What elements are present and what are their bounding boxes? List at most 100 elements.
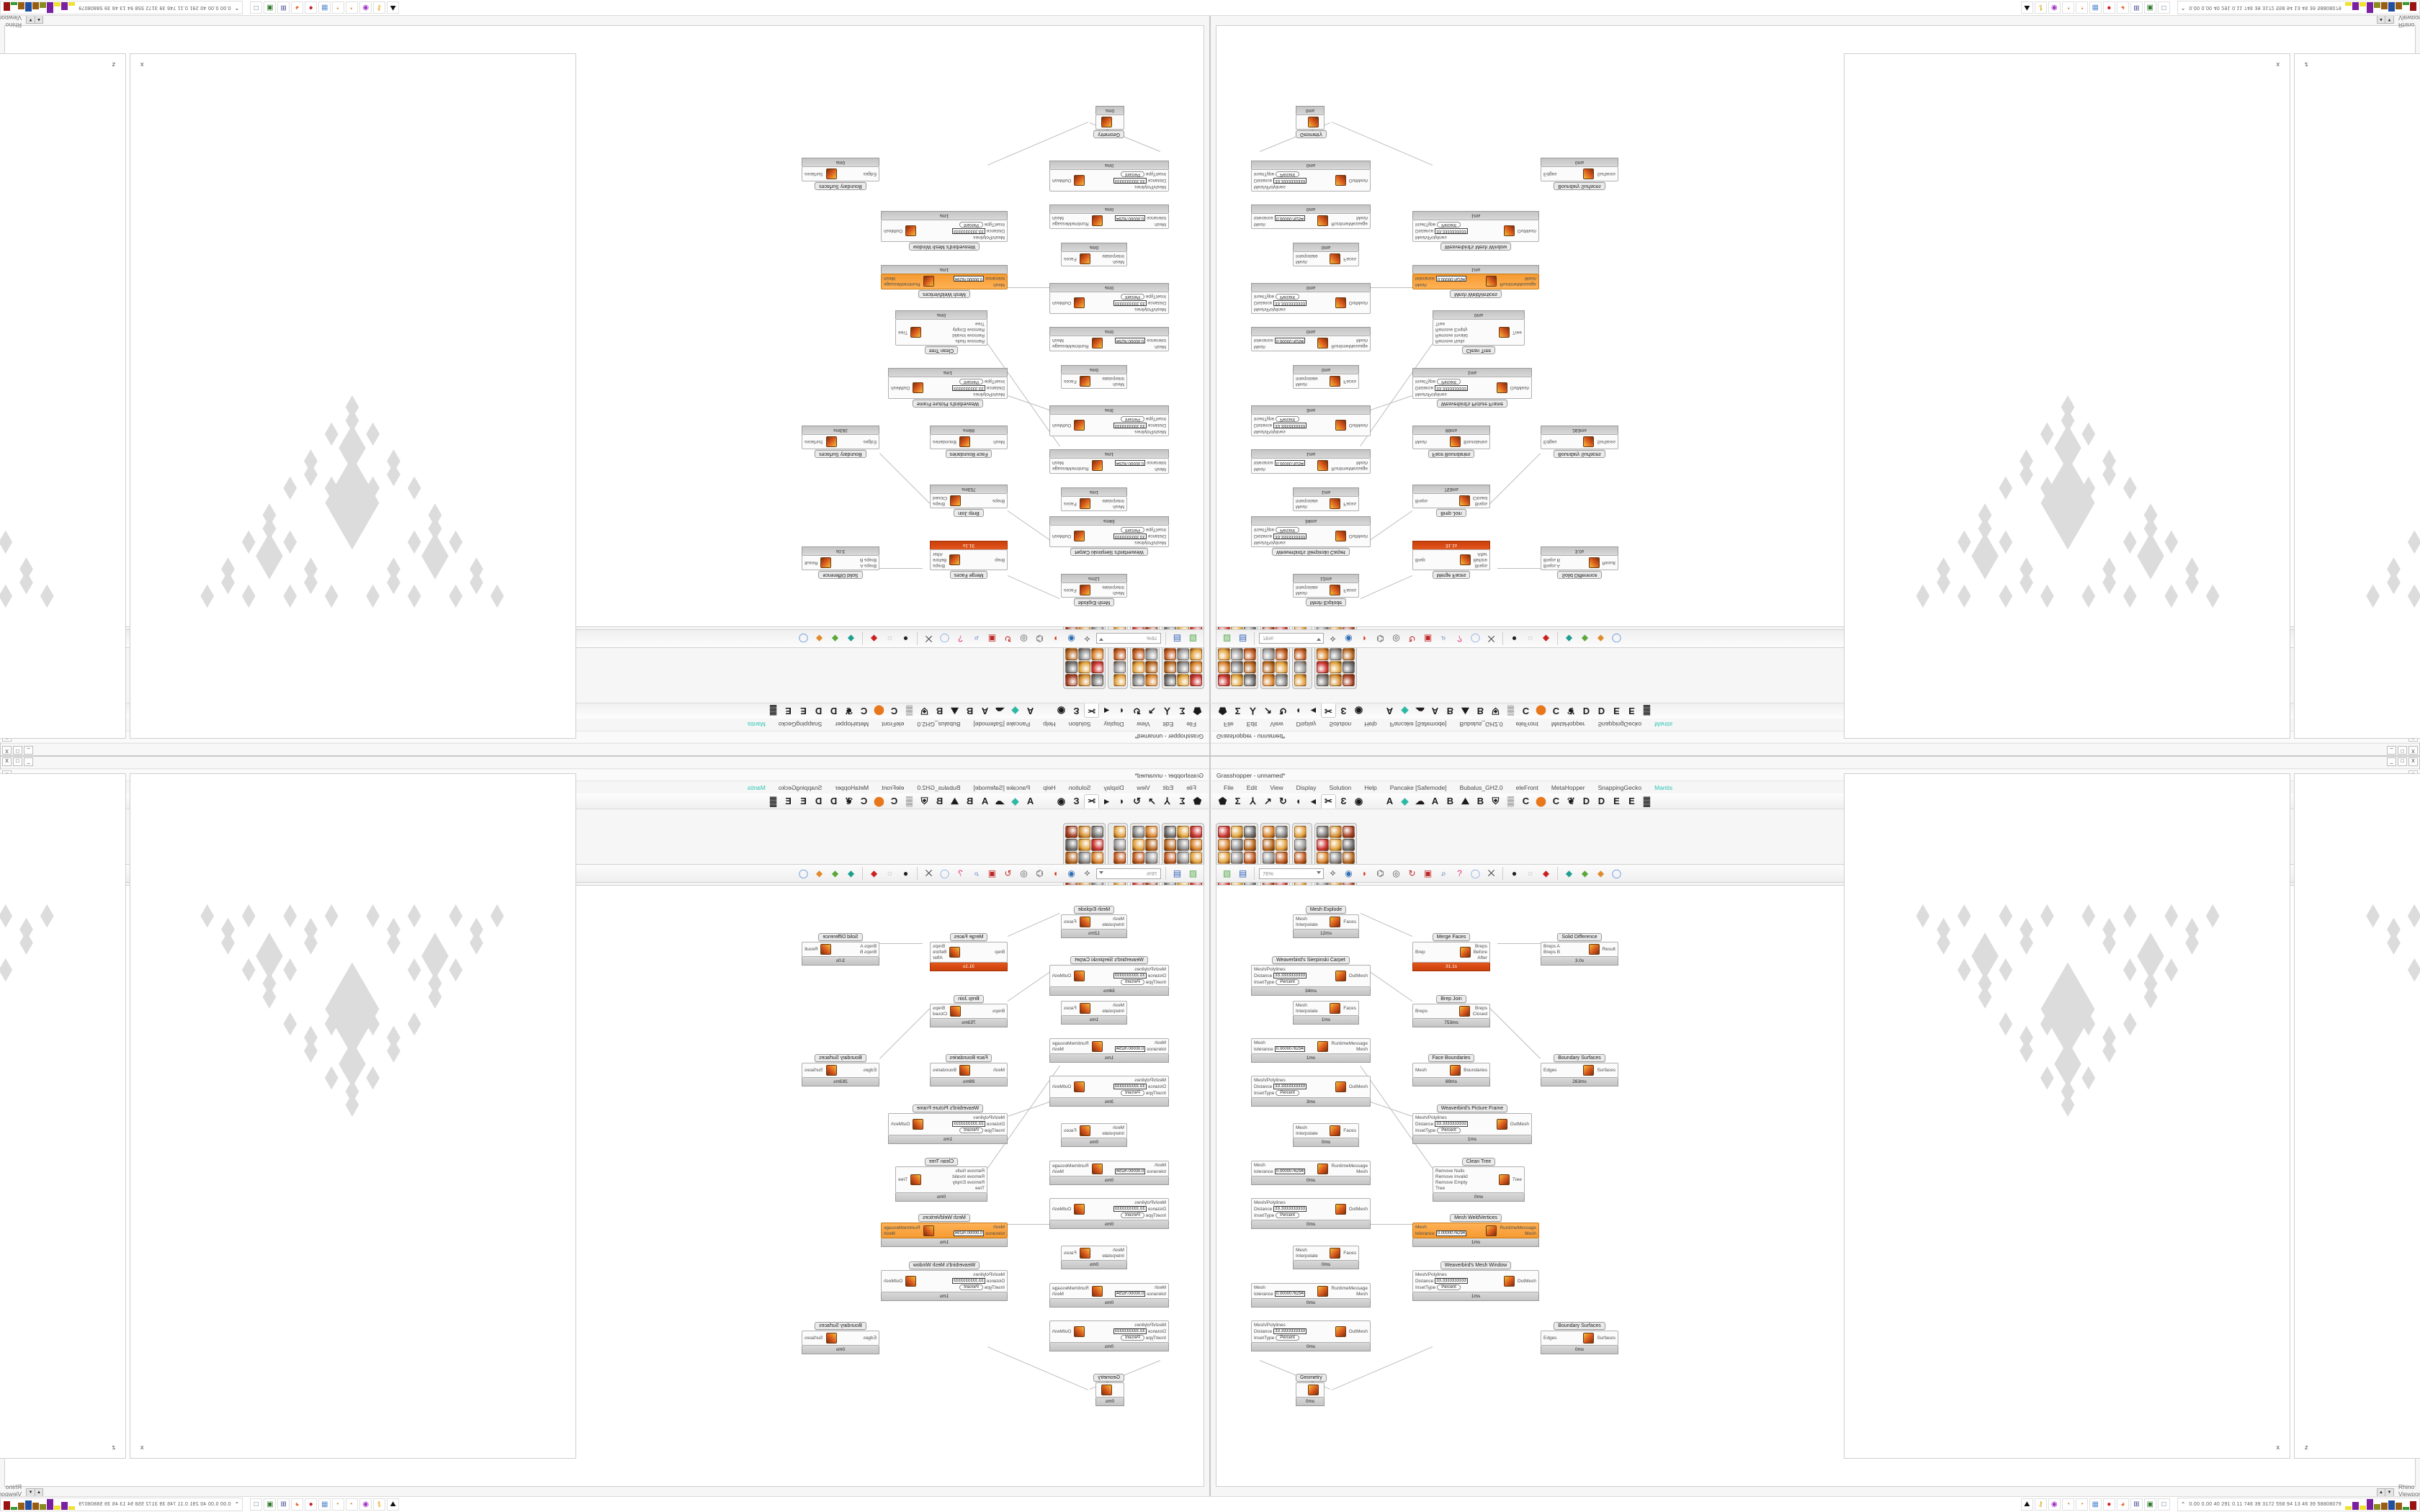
gem-teal-icon[interactable]: ◆ bbox=[1565, 634, 1573, 644]
palette-component-icon[interactable] bbox=[1294, 852, 1307, 864]
gh-component-body[interactable]: Mesh Interpolate Faces bbox=[1061, 1001, 1127, 1016]
mountain-photo-icon[interactable]: ⛰ bbox=[2020, 1, 2033, 14]
gh-param-label[interactable]: Breps bbox=[1475, 1006, 1487, 1011]
palette-component-icon[interactable] bbox=[1276, 661, 1288, 673]
gh-component-body[interactable]: Edges Surfaces bbox=[1541, 166, 1618, 181]
addon-b2-icon[interactable]: B bbox=[1476, 796, 1484, 806]
gh-component-body[interactable]: Mesh/Polylines Distance 33.3333333333 Inset… bbox=[1251, 525, 1371, 547]
gh-param-value[interactable]: 33.3333333333 bbox=[1113, 300, 1147, 306]
addon-a2-icon[interactable]: A bbox=[1431, 706, 1439, 716]
gh-param-label[interactable]: tolerance bbox=[1147, 1046, 1166, 1052]
gh-param-value[interactable]: 0.0000076294 bbox=[1435, 1230, 1467, 1236]
palette-component-icon[interactable] bbox=[1177, 648, 1189, 660]
gh-component-body[interactable]: Mesh Boundaries bbox=[1412, 434, 1490, 449]
gh-param-label[interactable]: Remove Empty bbox=[1435, 1180, 1468, 1185]
gh-param-label[interactable]: OutMesh bbox=[891, 1122, 910, 1127]
palette-component-icon[interactable] bbox=[1113, 674, 1126, 686]
gem-green-icon[interactable]: ◆ bbox=[1581, 634, 1589, 644]
gh-component[interactable]: Weaverbird's Picture Frame Mesh/Polylines… bbox=[1412, 368, 1532, 412]
gh-param-label[interactable]: Mesh bbox=[1296, 382, 1307, 387]
addon-cloud-icon[interactable]: ☁ bbox=[1415, 706, 1425, 717]
palette-component-icon[interactable] bbox=[1218, 852, 1230, 864]
gh-param-label[interactable]: InsetType bbox=[1145, 171, 1166, 177]
rhino-viewport-right[interactable]: z bbox=[2294, 773, 2420, 1459]
transform-icon[interactable]: Ɛ bbox=[1073, 706, 1080, 716]
display-icon[interactable]: ◉ bbox=[1354, 706, 1363, 717]
gh-component[interactable]: Geometry 0ms bbox=[1296, 106, 1327, 143]
spin-down-icon[interactable]: ▼ bbox=[2387, 1490, 2392, 1495]
gh-component-body[interactable]: Mesh/Polylines Distance 33.3333333333 Inset… bbox=[1412, 377, 1532, 399]
gh-component[interactable]: Mesh tolerance 0.0000076294 RuntimeMessage M… bbox=[1251, 327, 1371, 351]
gh-param-label[interactable]: Remove Invalid bbox=[1435, 333, 1468, 338]
gh-menu-bubalus-gh2-0[interactable]: Bubalus_GH2.0 bbox=[1459, 783, 1503, 791]
gem-teal-icon[interactable]: ◆ bbox=[847, 868, 855, 878]
gh-menu-solution[interactable]: Solution bbox=[1068, 783, 1091, 791]
gh-param-label[interactable]: Interpolate bbox=[1296, 1009, 1318, 1014]
gh-param-label[interactable]: Tree bbox=[974, 321, 985, 326]
gh-component-body[interactable]: Edges Surfaces bbox=[802, 434, 879, 449]
sysmon-caret-icon[interactable]: ⌃ bbox=[234, 1501, 240, 1508]
gh-component[interactable]: Solid Difference Breps A Breps B Result 3.0s bbox=[802, 546, 879, 583]
gh-component-body[interactable]: Brep Breps Before After bbox=[930, 942, 1008, 963]
palette-component-icon[interactable] bbox=[1078, 839, 1091, 851]
gh-param-label[interactable]: Mesh bbox=[1356, 1291, 1368, 1297]
gh-param-label[interactable]: Mesh/Polylines bbox=[1134, 540, 1166, 545]
addon-grid-icon[interactable]: ▒ bbox=[1507, 796, 1515, 806]
gh-menu-edit[interactable]: Edit bbox=[1246, 783, 1258, 791]
intersect-icon[interactable]: ✂ bbox=[1084, 793, 1099, 809]
mesh-icon[interactable]: ◂ bbox=[1311, 706, 1316, 717]
gh-param-label[interactable]: Mesh bbox=[1052, 338, 1064, 343]
gh-component[interactable]: Mesh Interpolate Faces 1ms bbox=[1061, 487, 1127, 511]
addon-d2-icon[interactable]: D bbox=[815, 706, 823, 716]
gh-component[interactable]: Mesh/Polylines Distance 33.3333333333 Inset… bbox=[1049, 283, 1169, 314]
gem-orange-icon[interactable]: ◆ bbox=[1597, 868, 1605, 878]
palette-component-icon[interactable] bbox=[1164, 674, 1176, 686]
gh-param-value[interactable]: 33.3333333333 bbox=[1435, 228, 1469, 234]
addon-a2-icon[interactable]: A bbox=[981, 796, 989, 806]
gh-component-body[interactable]: Mesh/Polylines Distance 33.3333333333 Inset… bbox=[1251, 1320, 1371, 1343]
gh-param-label[interactable]: Mesh bbox=[1052, 1291, 1064, 1297]
gh-component[interactable]: Boundary Surfaces Edges Surfaces 263ms bbox=[1541, 426, 1618, 462]
gh-component-body[interactable]: Mesh tolerance 0.0000076294 RuntimeMessage M… bbox=[1251, 336, 1371, 351]
rhino-close-button[interactable]: X bbox=[2, 746, 12, 755]
palette-component-icon[interactable] bbox=[1263, 826, 1275, 838]
palette-component-icon[interactable] bbox=[1065, 839, 1078, 851]
gh-param-label[interactable]: Breps bbox=[1415, 1009, 1428, 1014]
gh-param-label[interactable]: Faces bbox=[1343, 1128, 1356, 1133]
gh-component-body[interactable]: Mesh Interpolate Faces bbox=[1061, 1123, 1127, 1138]
gh-component[interactable]: Brep Join Breps Breps Closed 753ms bbox=[1412, 485, 1490, 521]
notes-icon[interactable]: ▣ bbox=[1423, 634, 1433, 644]
gh-menu-edit[interactable]: Edit bbox=[1246, 721, 1258, 729]
gh-param-label[interactable]: Mesh bbox=[1155, 467, 1166, 472]
gh-param-label[interactable]: Mesh/Polylines bbox=[1254, 540, 1286, 545]
gh-param-label[interactable]: Tree bbox=[1512, 330, 1522, 335]
chevron-down-icon[interactable] bbox=[1317, 638, 1321, 642]
gh-component-body[interactable]: Brep Breps Before After bbox=[1412, 549, 1490, 570]
preview-eye-icon[interactable]: ◉ bbox=[1067, 634, 1075, 644]
gh-param-label[interactable]: After bbox=[1477, 955, 1487, 960]
spiral-icon[interactable]: ◎ bbox=[1020, 634, 1028, 644]
gh-param-label[interactable]: Mesh bbox=[1052, 1046, 1064, 1052]
gh-param-label[interactable]: Remove Invalid bbox=[952, 1174, 985, 1179]
gh-param-value[interactable]: 33.3333333333 bbox=[1113, 178, 1147, 184]
gh-param-label[interactable]: RuntimeMessage bbox=[1052, 1040, 1089, 1046]
gh-component-body[interactable]: Mesh tolerance 0.0000076294 RuntimeMessage M… bbox=[1251, 1161, 1371, 1176]
gh-param-value[interactable]: 33.3333333333 bbox=[1435, 1278, 1469, 1284]
palette-component-icon[interactable] bbox=[1294, 661, 1307, 673]
preview-eye-icon[interactable]: ◉ bbox=[1345, 634, 1353, 644]
gh-component[interactable]: Boundary Surfaces Edges Surfaces 263ms bbox=[802, 1050, 879, 1086]
notes-icon[interactable]: ▣ bbox=[1423, 868, 1433, 878]
rhino-window-controls[interactable]: _ □ X bbox=[2387, 757, 2418, 766]
addon-gem-icon[interactable]: ◆ bbox=[1401, 795, 1409, 806]
addon-gem-icon[interactable]: ◆ bbox=[1401, 706, 1409, 717]
intersect-icon[interactable]: ✂ bbox=[1084, 703, 1099, 719]
gh-param-label[interactable]: Distance bbox=[1147, 1206, 1166, 1212]
gh-param-label[interactable]: Mesh/Polylines bbox=[1254, 184, 1286, 189]
params-icon[interactable]: ⬟ bbox=[1218, 795, 1227, 806]
display-icon[interactable]: ◉ bbox=[1057, 706, 1066, 717]
gh-param-label[interactable]: RuntimeMessage bbox=[1052, 343, 1089, 349]
gh-param-value[interactable]: 33.3333333333 bbox=[1273, 1084, 1307, 1089]
gh-param-label[interactable]: Mesh/Polylines bbox=[1134, 1078, 1166, 1083]
gh-menu-bubalus-gh2-0[interactable]: Bubalus_GH2.0 bbox=[1459, 721, 1503, 729]
gh-param-label[interactable]: Mesh bbox=[1155, 1163, 1166, 1168]
